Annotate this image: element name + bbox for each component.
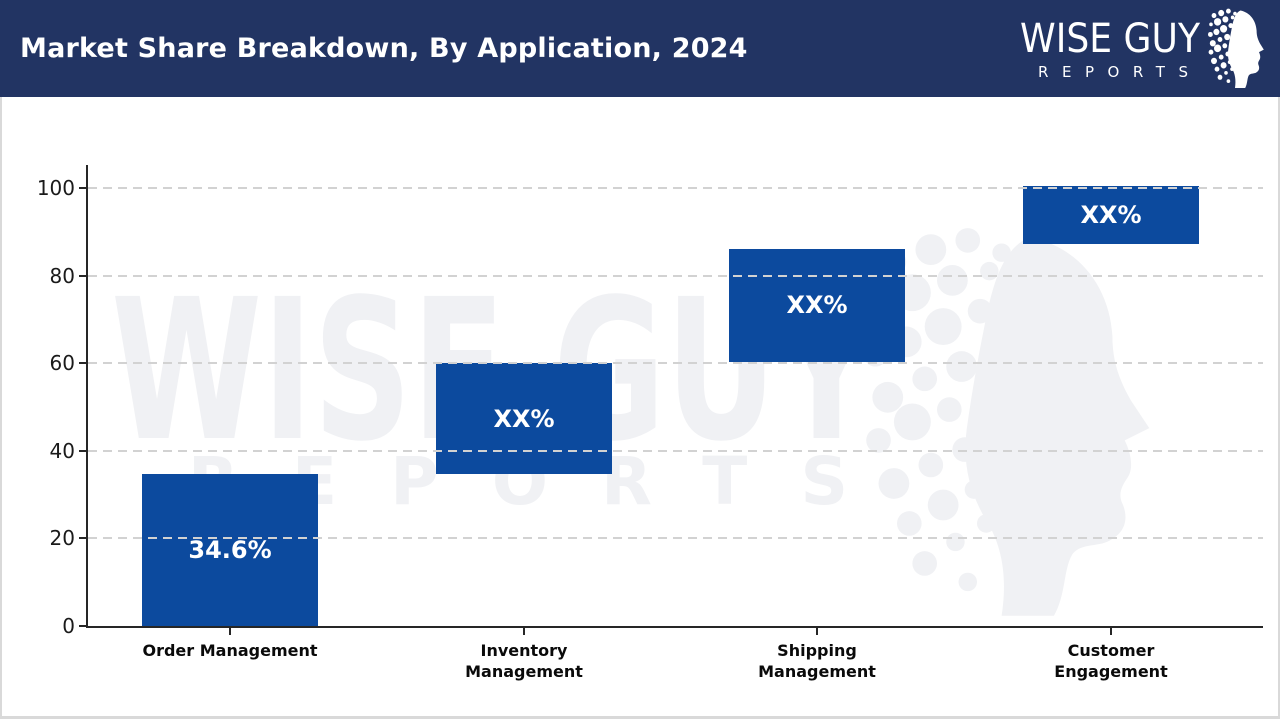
y-tick-label: 40 bbox=[49, 438, 75, 463]
x-tick-mark bbox=[816, 628, 818, 635]
y-tick-mark bbox=[79, 625, 87, 627]
y-tick-label: 20 bbox=[49, 526, 75, 551]
y-tick-label: 60 bbox=[49, 351, 75, 376]
x-tick-mark bbox=[523, 628, 525, 635]
y-tick-mark bbox=[79, 187, 87, 189]
y-gridline bbox=[88, 449, 1263, 452]
header-bar: Market Share Breakdown, By Application, … bbox=[0, 0, 1280, 97]
category-label: Inventory Management bbox=[465, 641, 583, 681]
bar-value-label: 34.6% bbox=[188, 536, 272, 565]
y-gridline bbox=[88, 537, 1263, 540]
y-tick-mark bbox=[79, 362, 87, 365]
category-label: Order Management bbox=[142, 641, 318, 660]
bar-value-label: XX% bbox=[1080, 200, 1142, 229]
y-tick-label: 100 bbox=[36, 176, 75, 200]
y-gridline bbox=[88, 274, 1263, 277]
bar-segment bbox=[436, 362, 612, 475]
logo-head-icon bbox=[1208, 8, 1264, 89]
bar-value-label: XX% bbox=[786, 291, 848, 320]
y-gridline bbox=[88, 362, 1263, 365]
bar-value-label: XX% bbox=[493, 404, 555, 433]
wise-guy-reports-logo: WISE GUY REPORTS bbox=[1020, 8, 1264, 89]
y-tick-mark bbox=[79, 537, 87, 540]
y-tick-mark bbox=[79, 274, 87, 277]
y-tick-mark bbox=[79, 449, 87, 452]
y-axis-line bbox=[86, 165, 88, 628]
logo-wordmark: WISE GUY bbox=[1020, 16, 1201, 62]
y-gridline bbox=[88, 187, 1263, 189]
logo-subtitle: REPORTS bbox=[1038, 63, 1188, 81]
category-label: Customer Engagement bbox=[1054, 641, 1168, 681]
x-tick-mark bbox=[229, 628, 231, 635]
page-title: Market Share Breakdown, By Application, … bbox=[20, 33, 748, 64]
category-label: Shipping Management bbox=[758, 641, 876, 681]
y-tick-label: 0 bbox=[62, 614, 75, 638]
bar-segment bbox=[142, 474, 318, 626]
x-tick-mark bbox=[1110, 628, 1112, 635]
x-axis-line bbox=[86, 626, 1263, 628]
y-tick-label: 80 bbox=[49, 263, 75, 288]
